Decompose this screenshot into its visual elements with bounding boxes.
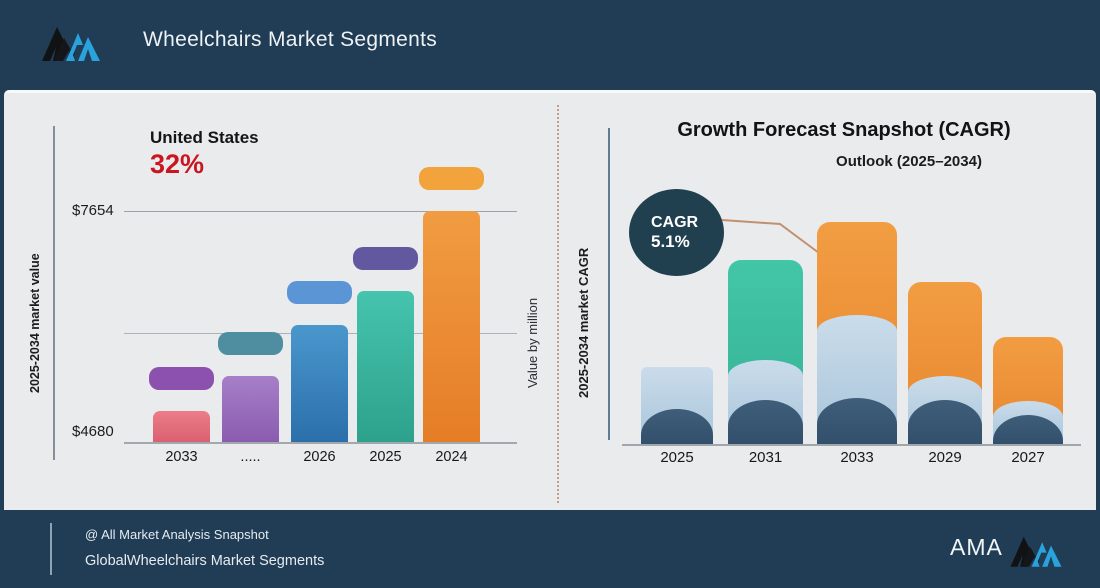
- gridline-top: [124, 211, 517, 212]
- x-tick-2033: 2033: [165, 449, 198, 465]
- segment-navy: [641, 409, 713, 444]
- cagr-badge-label: CAGR: [651, 214, 699, 231]
- x-tick-2031: 2031: [748, 449, 783, 466]
- stacked-bar-2029: [908, 282, 982, 444]
- footer-bar: @ All Market Analysis Snapshot GlobalWhe…: [0, 510, 1100, 588]
- bar-cap-2026: [287, 281, 352, 304]
- left-y-axis-title: 2025-2034 market value: [28, 253, 42, 393]
- right-chart-subtitle: Outlook (2025–2034): [836, 153, 982, 170]
- ama-logo-icon: [1010, 536, 1062, 567]
- stacked-bar-2033: [817, 222, 897, 444]
- stacked-bar-2025: [641, 367, 713, 444]
- bar-cap-2033: [149, 367, 214, 390]
- bar-cap-2025: [353, 247, 418, 270]
- ama-logo-icon: [42, 27, 100, 61]
- x-tick-2025: 2025: [369, 449, 402, 465]
- right-x-axis: [622, 444, 1081, 446]
- chart-divider: [557, 105, 559, 503]
- footer-subtitle: GlobalWheelchairs Market Segments: [85, 553, 325, 569]
- footer-divider: [50, 523, 52, 575]
- left-x-axis: [124, 442, 517, 444]
- header-bar: Wheelchairs Market Segments: [0, 0, 1100, 90]
- x-tick-.....: .....: [240, 449, 261, 465]
- bar-2024: [423, 211, 480, 442]
- cagr-connector-line: [721, 219, 820, 254]
- cagr-badge: CAGR 5.1%: [629, 189, 724, 276]
- footer-caption: @ All Market Analysis Snapshot: [85, 527, 269, 542]
- y-tick-top: $7654: [72, 202, 114, 219]
- footer-brand-text: AMA: [950, 534, 1003, 560]
- segment-navy: [728, 400, 803, 444]
- y-tick-bottom: $4680: [72, 423, 114, 440]
- stacked-bar-2027: [993, 337, 1063, 444]
- left-chart-title: United States: [150, 128, 259, 147]
- left-y-axis: [53, 126, 55, 460]
- right-y-axis-title: 2025-2034 market CAGR: [576, 247, 591, 398]
- charts-panel: 2025-2034 market value Value by million …: [4, 90, 1096, 510]
- x-tick-2024: 2024: [435, 449, 468, 465]
- bar-2025: [357, 291, 414, 442]
- x-tick-2033: 2033: [840, 449, 874, 466]
- bar-2033: [153, 411, 210, 442]
- x-tick-2026: 2026: [303, 449, 336, 465]
- x-tick-2027: 2027: [1011, 449, 1045, 466]
- cagr-badge-value: 5.1%: [651, 232, 690, 251]
- page-title: Wheelchairs Market Segments: [143, 28, 438, 51]
- right-y-axis: [608, 128, 610, 440]
- left-chart-highlight-value: 32%: [150, 149, 205, 179]
- x-tick-2029: 2029: [928, 449, 962, 466]
- bar-cap-.....: [218, 332, 283, 355]
- segment-navy: [817, 398, 897, 444]
- x-tick-2025: 2025: [660, 449, 694, 466]
- bar-2026: [291, 325, 348, 442]
- segment-navy: [908, 400, 982, 444]
- bar-cap-2024: [419, 167, 484, 190]
- right-chart-title: Growth Forecast Snapshot (CAGR): [677, 119, 1011, 141]
- stacked-bar-2031: [728, 260, 803, 444]
- left-right-axis-title: Value by million: [525, 297, 540, 388]
- bar-.....: [222, 376, 279, 442]
